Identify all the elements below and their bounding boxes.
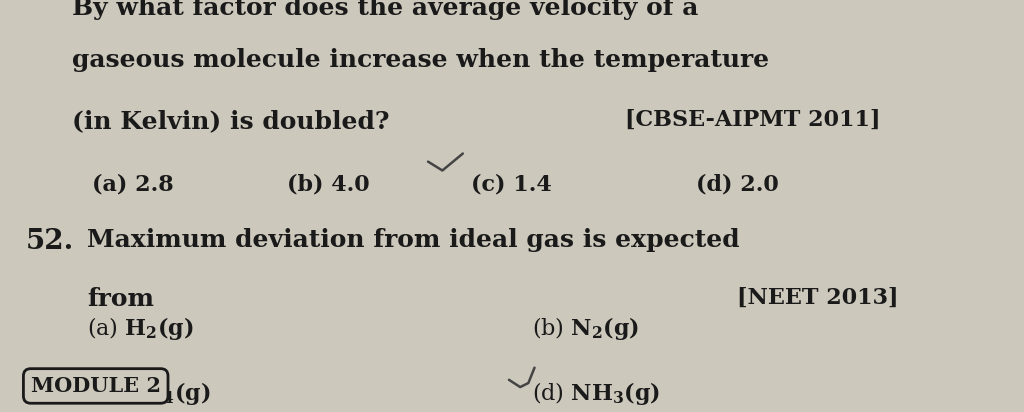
Text: from: from [87,287,154,311]
Text: gaseous molecule increase when the temperature: gaseous molecule increase when the tempe… [72,49,769,73]
Text: (a) $\mathbf{H_2(g)}$: (a) $\mathbf{H_2(g)}$ [87,315,194,342]
Text: (a) 2.8: (a) 2.8 [92,174,174,196]
Text: (d) 2.0: (d) 2.0 [696,174,779,196]
Text: (in Kelvin) is doubled?: (in Kelvin) is doubled? [72,109,389,133]
Text: (b) $\mathbf{N_2(g)}$: (b) $\mathbf{N_2(g)}$ [532,315,640,342]
Text: (c) 1.4: (c) 1.4 [471,174,552,196]
Text: (d) $\mathbf{NH_3(g)}$: (d) $\mathbf{NH_3(g)}$ [532,380,660,407]
Text: MODULE 2: MODULE 2 [31,376,161,396]
Text: Maximum deviation from ideal gas is expected: Maximum deviation from ideal gas is expe… [87,228,739,252]
Text: [NEET 2013]: [NEET 2013] [737,287,899,309]
Text: (b) 4.0: (b) 4.0 [287,174,370,196]
Text: (c) $\mathbf{CH_4(g)}$: (c) $\mathbf{CH_4(g)}$ [87,380,211,407]
Text: [CBSE-AIPMT 2011]: [CBSE-AIPMT 2011] [625,109,881,131]
Text: By what factor does the average velocity of a: By what factor does the average velocity… [72,0,698,20]
Text: 52.: 52. [26,228,74,255]
